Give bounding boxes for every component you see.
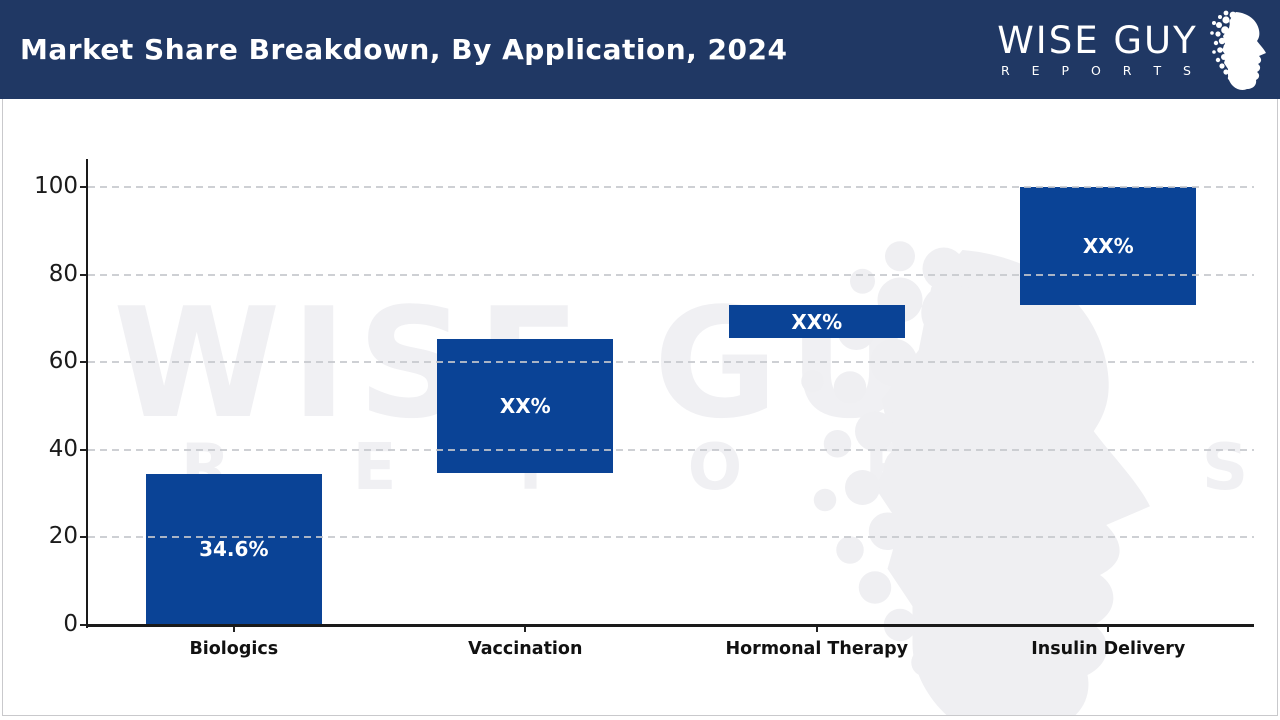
chart-card: WISE GUY R E P O R T S 34.6% Biologics XX%… xyxy=(2,99,1278,716)
gridline xyxy=(88,186,1254,188)
x-axis-label: Hormonal Therapy xyxy=(725,639,909,659)
y-tick-label: 100 xyxy=(34,173,78,199)
bar-vaccination: XX% xyxy=(437,338,614,474)
wiseguy-head-icon xyxy=(1206,8,1270,92)
bar-value-label: XX% xyxy=(1082,233,1134,258)
brand-wordmark: WISE GUY xyxy=(997,19,1198,63)
x-tick xyxy=(232,625,235,632)
chart-title: Market Share Breakdown, By Application, … xyxy=(20,33,788,66)
y-tick xyxy=(80,624,88,626)
x-tick xyxy=(524,625,527,632)
y-tick-label: 80 xyxy=(48,260,78,287)
bar-value-label: XX% xyxy=(791,309,843,334)
y-tick xyxy=(80,273,88,276)
brand-wordmark-block: WISE GUY R E P O R T S xyxy=(995,19,1200,78)
y-tick-label: 0 xyxy=(63,611,78,637)
gridline xyxy=(88,448,1254,451)
y-tick xyxy=(80,448,88,451)
x-axis-label: Biologics xyxy=(189,639,279,659)
bar-hormonal-therapy: XX% xyxy=(728,304,905,339)
x-tick xyxy=(815,625,818,632)
y-tick xyxy=(80,186,88,188)
bar-biologics: 34.6% xyxy=(145,473,322,625)
brand-logo: WISE GUY R E P O R T S xyxy=(995,8,1270,92)
y-tick-label: 20 xyxy=(48,523,78,550)
x-axis-label: Vaccination xyxy=(468,639,583,659)
x-axis-label: Insulin Delivery xyxy=(1031,639,1186,659)
gridline xyxy=(88,536,1254,539)
y-tick-label: 40 xyxy=(48,435,78,462)
gridline xyxy=(88,273,1254,276)
x-tick xyxy=(1107,625,1110,632)
bar-value-label: XX% xyxy=(499,393,551,418)
y-axis-spine xyxy=(86,159,88,628)
y-tick-label: 60 xyxy=(48,348,78,375)
plot-area: 34.6% Biologics XX% Vaccination XX% Hormonal … xyxy=(3,99,1277,715)
y-tick xyxy=(80,361,88,364)
bar-value-label: 34.6% xyxy=(199,537,269,562)
gridline xyxy=(88,361,1254,364)
y-tick xyxy=(80,536,88,539)
bar-insulin-delivery: XX% xyxy=(1020,187,1197,305)
brand-subtext: R E P O R T S xyxy=(1000,62,1200,78)
x-axis-spine xyxy=(86,624,1254,627)
chart-header: Market Share Breakdown, By Application, … xyxy=(0,0,1280,99)
